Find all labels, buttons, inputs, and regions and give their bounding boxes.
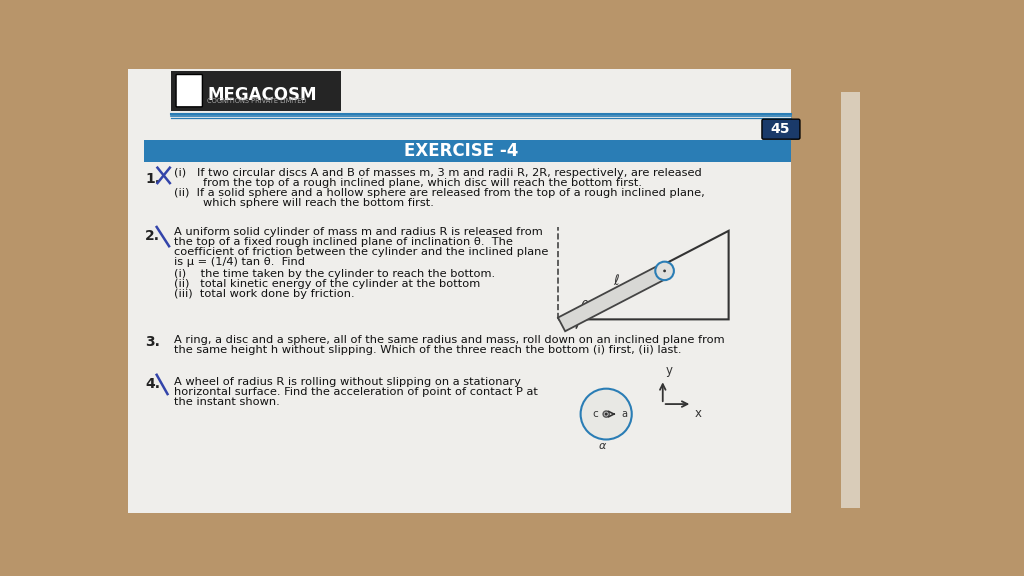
Text: c: c bbox=[593, 409, 598, 419]
Text: (ii)  If a solid sphere and a hollow sphere are released from the top of a rough: (ii) If a solid sphere and a hollow sphe… bbox=[174, 188, 706, 199]
Text: (i)    the time taken by the cylinder to reach the bottom.: (i) the time taken by the cylinder to re… bbox=[174, 270, 496, 279]
Circle shape bbox=[655, 262, 674, 280]
Circle shape bbox=[604, 412, 607, 416]
Text: horizontal surface. Find the acceleration of point of contact P at: horizontal surface. Find the acceleratio… bbox=[174, 387, 539, 397]
Circle shape bbox=[581, 389, 632, 439]
Text: which sphere will reach the bottom first.: which sphere will reach the bottom first… bbox=[174, 199, 434, 209]
Text: MEGACOSM: MEGACOSM bbox=[207, 86, 316, 104]
Text: A uniform solid cylinder of mass m and radius R is released from: A uniform solid cylinder of mass m and r… bbox=[174, 227, 544, 237]
Text: the same height h without slipping. Which of the three reach the bottom (i) firs: the same height h without slipping. Whic… bbox=[174, 345, 682, 355]
Text: (ii)   total kinetic energy of the cylinder at the bottom: (ii) total kinetic energy of the cylinde… bbox=[174, 279, 480, 289]
FancyBboxPatch shape bbox=[762, 119, 800, 139]
Text: EXERCISE -4: EXERCISE -4 bbox=[404, 142, 518, 160]
Circle shape bbox=[603, 411, 609, 417]
Text: 2.: 2. bbox=[145, 229, 160, 243]
Text: from the top of a rough inclined plane, which disc will reach the bottom first.: from the top of a rough inclined plane, … bbox=[174, 177, 642, 188]
Text: A wheel of radius R is rolling without slipping on a stationary: A wheel of radius R is rolling without s… bbox=[174, 377, 521, 387]
Text: x: x bbox=[694, 407, 701, 420]
Text: 45: 45 bbox=[771, 122, 791, 136]
Bar bbox=[128, 69, 791, 513]
Text: $\theta$: $\theta$ bbox=[580, 299, 589, 313]
Bar bbox=[128, 69, 791, 513]
Text: $\alpha$: $\alpha$ bbox=[598, 441, 607, 451]
Text: A ring, a disc and a sphere, all of the same radius and mass, roll down on an in: A ring, a disc and a sphere, all of the … bbox=[174, 335, 725, 345]
Polygon shape bbox=[558, 264, 669, 331]
Text: y: y bbox=[666, 364, 673, 377]
Bar bbox=[143, 140, 791, 161]
Text: COGNITIONS PRIVATE LIMITED: COGNITIONS PRIVATE LIMITED bbox=[207, 97, 306, 104]
Bar bbox=[791, 69, 922, 513]
Text: a: a bbox=[621, 409, 627, 419]
Text: 1.: 1. bbox=[145, 172, 160, 185]
Text: (iii)  total work done by friction.: (iii) total work done by friction. bbox=[174, 289, 355, 300]
Bar bbox=[171, 71, 341, 112]
Text: (i)   If two circular discs A and B of masses m, 3 m and radii R, 2R, respective: (i) If two circular discs A and B of mas… bbox=[174, 168, 702, 177]
Text: $\ell$: $\ell$ bbox=[612, 273, 620, 288]
Text: is μ = (1/4) tan θ.  Find: is μ = (1/4) tan θ. Find bbox=[174, 257, 305, 267]
FancyBboxPatch shape bbox=[176, 74, 203, 107]
Text: the instant shown.: the instant shown. bbox=[174, 397, 281, 407]
Bar bbox=[841, 92, 860, 508]
Text: the top of a fixed rough inclined plane of inclination θ.  The: the top of a fixed rough inclined plane … bbox=[174, 237, 513, 247]
Text: 3.: 3. bbox=[145, 335, 160, 349]
Circle shape bbox=[664, 270, 666, 272]
Text: coefficient of friction between the cylinder and the inclined plane: coefficient of friction between the cyli… bbox=[174, 247, 549, 257]
Text: 4.: 4. bbox=[145, 377, 160, 391]
